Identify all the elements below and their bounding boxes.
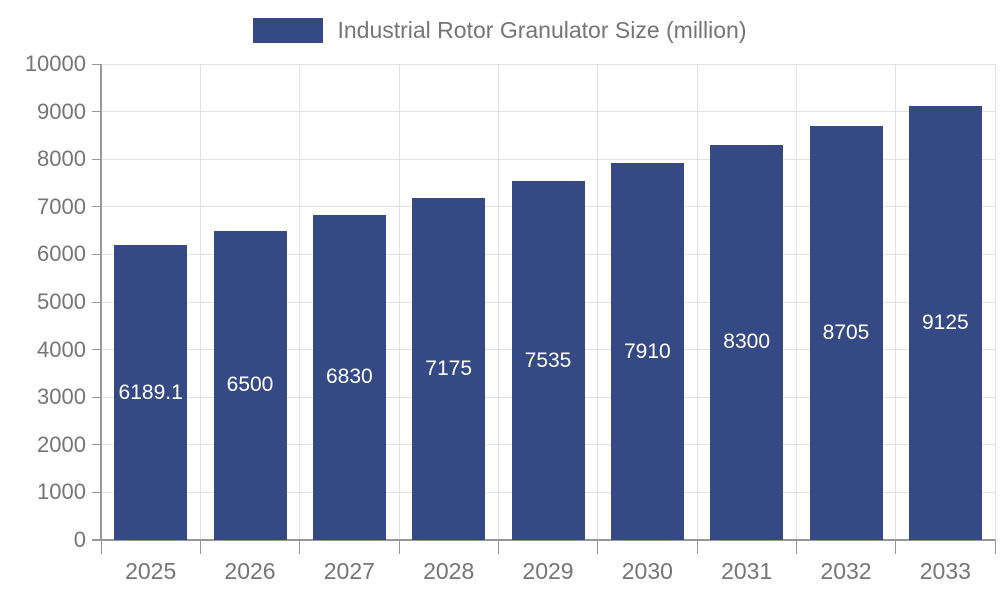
legend-label[interactable]: Industrial Rotor Granulator Size (millio… xyxy=(337,17,747,43)
bar-value-label: 6189.1 xyxy=(118,380,183,404)
y-axis-line xyxy=(100,64,102,541)
gridline-vertical xyxy=(895,64,897,540)
x-tick-label: 2033 xyxy=(919,558,971,584)
x-tick-label: 2025 xyxy=(125,558,177,584)
bar-value-label: 7910 xyxy=(623,339,671,363)
x-axis-tick xyxy=(398,540,400,554)
bar xyxy=(412,198,486,540)
bar xyxy=(213,230,287,540)
y-tick-label: 4000 xyxy=(37,336,86,362)
gridline-vertical xyxy=(795,64,797,540)
bar-value-label: 8705 xyxy=(822,320,870,344)
bar xyxy=(710,144,784,540)
x-axis-tick xyxy=(299,540,301,554)
y-axis-tick xyxy=(92,539,101,541)
y-axis-tick xyxy=(92,158,101,160)
bar xyxy=(809,125,883,540)
bar-value-label: 8300 xyxy=(723,330,771,354)
gridline-vertical xyxy=(199,64,201,540)
x-axis-tick xyxy=(597,540,599,554)
bar xyxy=(610,163,684,540)
legend-swatch[interactable] xyxy=(253,17,324,43)
x-tick-label: 2029 xyxy=(522,558,574,584)
y-tick-label: 7000 xyxy=(37,193,86,219)
y-axis-tick xyxy=(92,491,101,493)
x-tick-label: 2031 xyxy=(721,558,773,584)
bar xyxy=(511,181,585,540)
legend: Industrial Rotor Granulator Size (millio… xyxy=(0,16,1000,44)
y-tick-label: 6000 xyxy=(37,241,86,267)
y-axis-tick xyxy=(92,206,101,208)
bar xyxy=(908,105,982,540)
y-tick-label: 2000 xyxy=(37,431,86,457)
bar-value-label: 7175 xyxy=(425,357,473,381)
y-tick-label: 1000 xyxy=(37,479,86,505)
x-axis-tick xyxy=(696,540,698,554)
y-tick-label: 9000 xyxy=(37,98,86,124)
x-tick-label: 2028 xyxy=(423,558,475,584)
x-axis-tick xyxy=(199,540,201,554)
gridline-vertical xyxy=(994,64,996,540)
bar xyxy=(312,214,386,540)
x-tick-label: 2027 xyxy=(323,558,375,584)
x-axis-tick xyxy=(895,540,897,554)
gridline-horizontal xyxy=(101,63,995,65)
bar-value-label: 9125 xyxy=(921,310,969,334)
x-tick-label: 2030 xyxy=(621,558,673,584)
x-axis-tick xyxy=(795,540,797,554)
y-axis-tick xyxy=(92,63,101,65)
y-axis-tick xyxy=(92,301,101,303)
gridline-horizontal xyxy=(101,111,995,113)
bar-value-label: 6830 xyxy=(325,365,373,389)
y-axis-tick xyxy=(92,349,101,351)
bar xyxy=(114,245,188,540)
x-tick-label: 2032 xyxy=(820,558,872,584)
bar-value-label: 6500 xyxy=(226,373,274,397)
y-tick-label: 3000 xyxy=(37,384,86,410)
y-axis-tick xyxy=(92,444,101,446)
y-tick-label: 5000 xyxy=(37,289,86,314)
y-tick-label: 8000 xyxy=(37,146,86,172)
y-tick-label: 0 xyxy=(73,527,86,552)
gridline-vertical xyxy=(497,64,499,540)
gridline-vertical xyxy=(398,64,400,540)
y-axis-tick xyxy=(92,253,101,255)
y-axis-tick xyxy=(92,396,101,398)
x-axis-tick xyxy=(100,540,102,554)
bar-value-label: 7535 xyxy=(524,348,572,372)
x-axis-tick xyxy=(994,540,996,554)
gridline-vertical xyxy=(299,64,301,540)
y-tick-label: 10000 xyxy=(24,51,86,76)
y-axis-tick xyxy=(92,111,101,113)
x-axis-tick xyxy=(497,540,499,554)
gridline-vertical xyxy=(597,64,599,540)
x-tick-label: 2026 xyxy=(224,558,276,584)
gridline-vertical xyxy=(696,64,698,540)
